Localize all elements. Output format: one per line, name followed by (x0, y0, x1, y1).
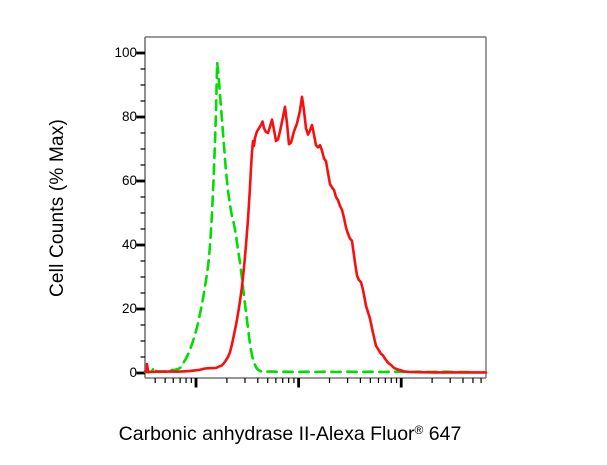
registered-trademark-symbol: ® (414, 423, 424, 437)
y-tick-label: 60 (121, 173, 137, 188)
red-solid-sample-curve (143, 95, 488, 374)
y-axis-title: Cell Counts (% Max) (38, 37, 78, 378)
y-tick-label: 40 (121, 237, 137, 252)
y-tick-label: 0 (129, 365, 137, 380)
x-axis-title: Carbonic anhydrase II-Alexa Fluor® 647 (0, 423, 580, 446)
green-dashed-control-curve (143, 61, 473, 374)
x-axis-title-suffix: 647 (423, 423, 462, 445)
y-axis-title-text: Cell Counts (% Max) (47, 118, 69, 297)
y-tick-label: 80 (121, 109, 137, 124)
y-tick-label: 100 (114, 45, 137, 60)
y-tick-label: 20 (121, 301, 137, 316)
x-axis-title-text: Carbonic anhydrase II-Alexa Fluor (118, 423, 415, 445)
